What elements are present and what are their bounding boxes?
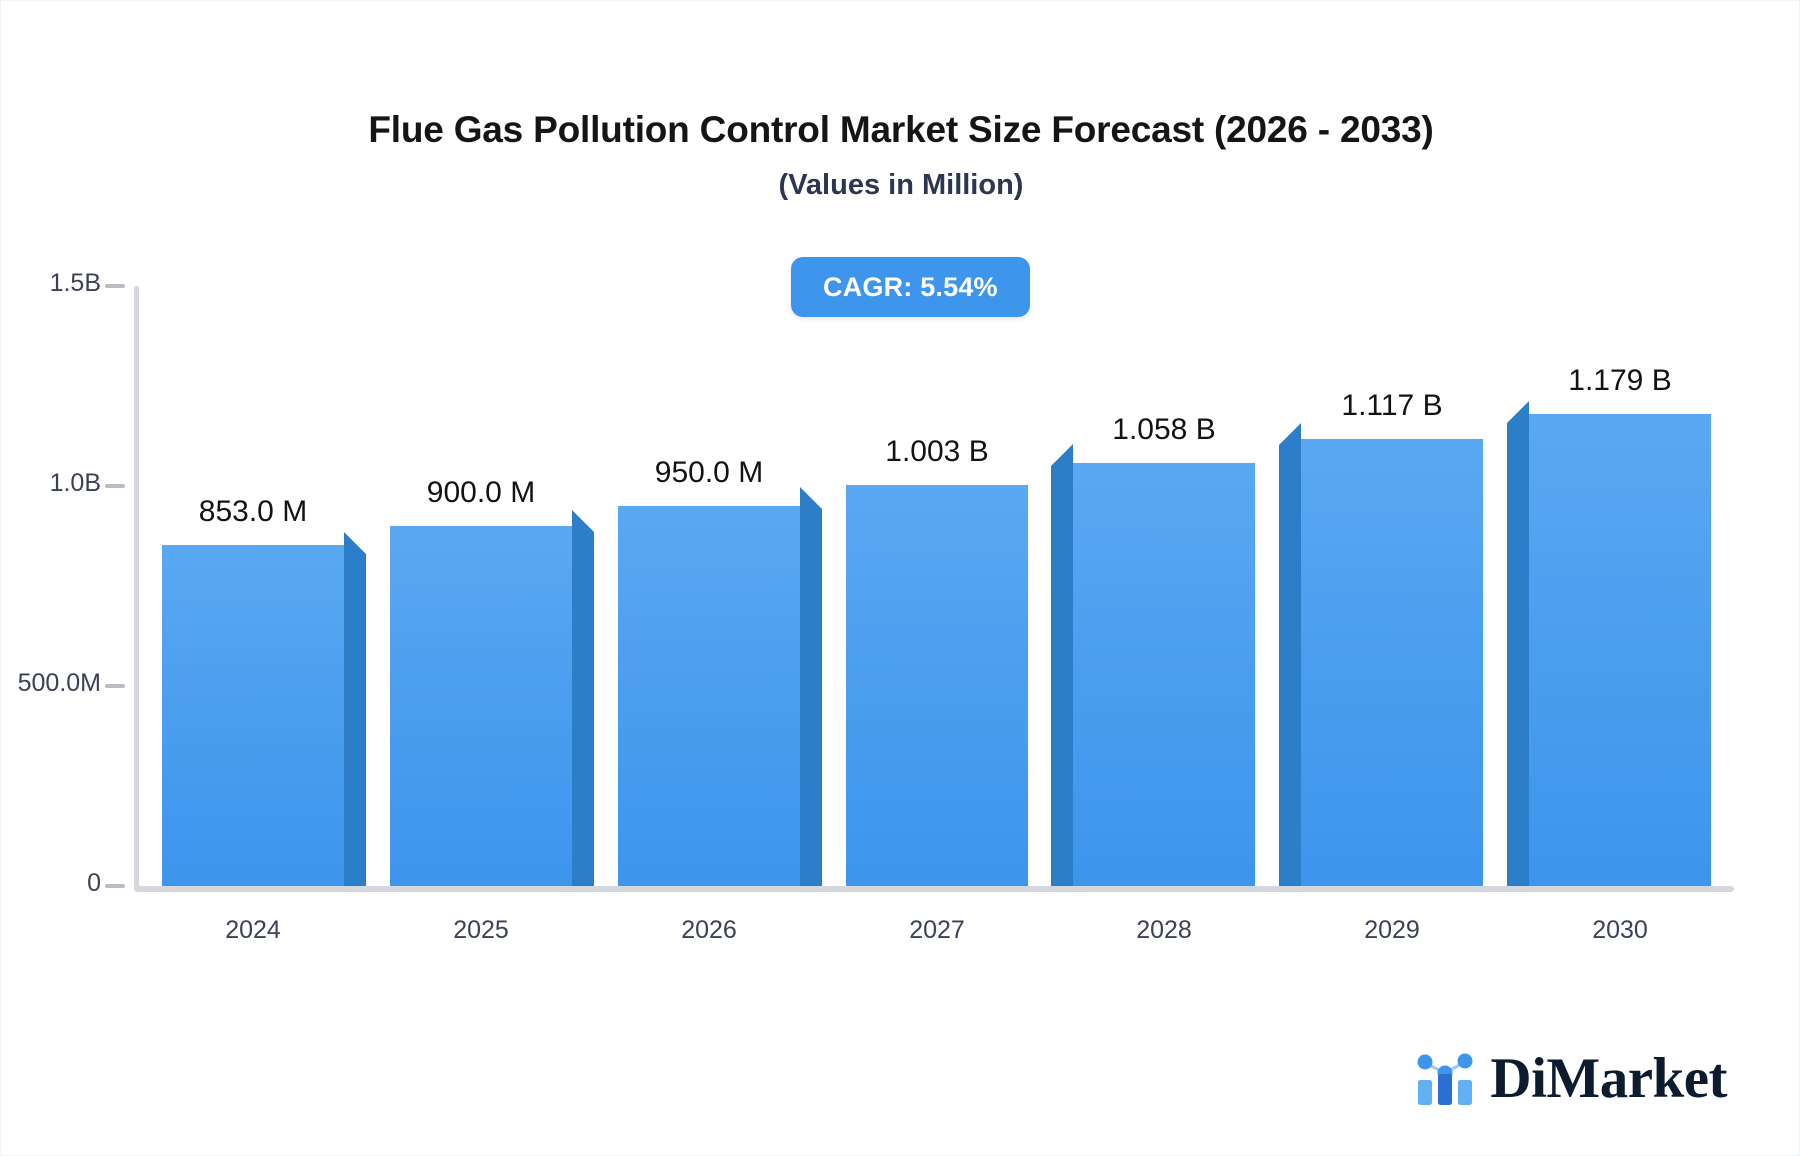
bar-value-label: 853.0 M (198, 495, 308, 528)
bar-value-label: 1.058 B (1112, 413, 1216, 446)
bar-side-face (800, 509, 822, 886)
bar-top-chamfer (1507, 401, 1529, 423)
bar-value-label: 950.0 M (654, 456, 764, 489)
bar-2029[interactable]: 1.117 B (1279, 389, 1483, 886)
bar-front-face (846, 485, 1028, 886)
x-tick-label-2026: 2026 (681, 916, 737, 944)
y-tick-label: 1.5B (49, 269, 101, 297)
y-tick-label: 0 (87, 869, 101, 897)
bar-front-face (1301, 439, 1483, 886)
bar-value-label: 1.003 B (885, 435, 989, 468)
bar-2026[interactable]: 950.0 M (618, 456, 822, 886)
y-axis-line (134, 286, 139, 888)
bar-value-label: 900.0 M (426, 476, 536, 509)
bar-chart-dots-icon (1417, 1053, 1473, 1105)
y-tick-mark (105, 284, 125, 288)
x-tick-label-2028: 2028 (1136, 916, 1192, 944)
bar-2024[interactable]: 853.0 M (162, 495, 366, 886)
y-tick-mark (105, 484, 125, 488)
x-tick-label-2030: 2030 (1592, 916, 1648, 944)
bar-top-chamfer (1051, 444, 1073, 466)
logo-text: DiMarket (1490, 1046, 1727, 1110)
bar-front-face (390, 526, 572, 886)
chart-subtitle: (Values in Million) (778, 169, 1024, 201)
bar-2030[interactable]: 1.179 B (1507, 364, 1711, 886)
bar-front-face (1073, 463, 1255, 886)
bar-top-chamfer (344, 532, 366, 554)
y-tick-mark (105, 884, 125, 888)
y-tick-mark (105, 684, 125, 688)
bar-front-face (1529, 414, 1711, 886)
bar-side-face (572, 532, 594, 886)
bar-value-label: 1.117 B (1341, 389, 1443, 422)
bar-top-chamfer (1279, 423, 1301, 445)
x-tick-label-2029: 2029 (1364, 916, 1420, 944)
y-tick-label: 500.0M (17, 669, 101, 697)
bar-side-face (344, 554, 366, 886)
x-axis-line (134, 886, 1734, 892)
bar-side-face (1507, 423, 1529, 886)
x-tick-label-2024: 2024 (225, 916, 281, 944)
bar-2025[interactable]: 900.0 M (390, 476, 594, 886)
bar-top-chamfer (800, 487, 822, 509)
bar-side-face (1051, 466, 1073, 886)
bar-front-face (162, 545, 344, 886)
bar-2028[interactable]: 1.058 B (1051, 413, 1255, 886)
bar-top-chamfer (572, 510, 594, 532)
bar-value-label: 1.179 B (1568, 364, 1672, 397)
cagr-badge-label: CAGR: 5.54% (823, 271, 998, 302)
x-tick-label-2025: 2025 (453, 916, 509, 944)
bar-side-face (1279, 445, 1301, 886)
cagr-badge: CAGR: 5.54% (791, 257, 1030, 317)
bar-front-face (618, 506, 800, 886)
page-title: Flue Gas Pollution Control Market Size F… (368, 109, 1434, 150)
dimarket-logo: DiMarket (1414, 1049, 1727, 1107)
bar-2027[interactable]: 1.003 B (846, 435, 1028, 886)
x-tick-label-2027: 2027 (909, 916, 965, 944)
y-tick-label: 1.0B (49, 469, 101, 497)
